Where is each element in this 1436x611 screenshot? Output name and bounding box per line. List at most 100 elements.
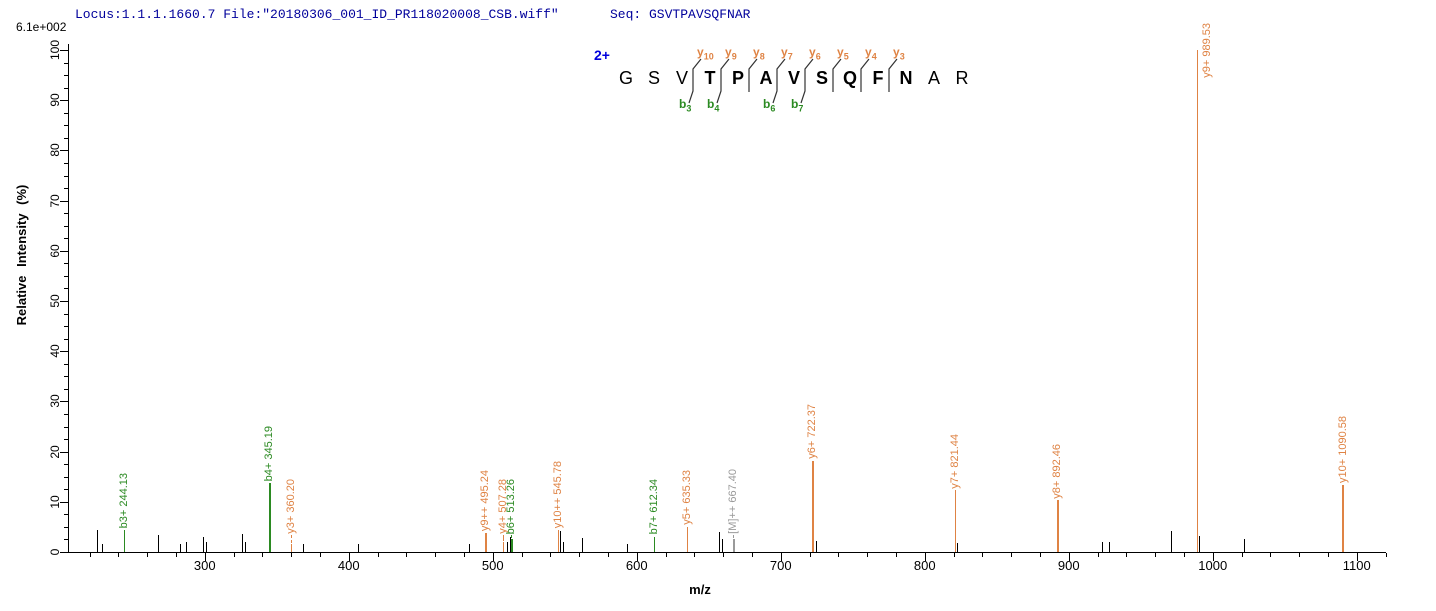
peak-label: b7+ 612.34	[648, 478, 661, 534]
peak	[123, 529, 126, 552]
y-minor-tick	[64, 263, 68, 265]
cleavage-mark	[772, 58, 786, 104]
x-tick-label: 700	[769, 558, 792, 573]
peak	[560, 530, 562, 552]
peak	[511, 539, 513, 552]
b-ion-label-b4: b4	[707, 97, 720, 114]
x-tick-label: 400	[337, 558, 360, 573]
residue-n-11: N	[899, 68, 913, 88]
peak-label: b4+ 345.19	[263, 425, 276, 482]
locus-text: Locus:1.1.1.1660.7	[75, 7, 216, 22]
y-minor-tick	[64, 238, 68, 240]
peak	[733, 539, 735, 552]
x-tick-label: 600	[625, 558, 648, 573]
peak	[502, 541, 505, 552]
peak	[242, 534, 244, 552]
residue-r-13: R	[955, 68, 969, 88]
peak	[686, 526, 689, 552]
y-major-tick	[60, 150, 68, 152]
y-minor-tick	[64, 62, 68, 64]
peak	[816, 540, 818, 552]
peak	[102, 544, 104, 552]
y-ion-label-y10: y10	[697, 45, 714, 62]
residue-v-7: V	[787, 68, 800, 88]
peak	[468, 543, 470, 552]
y-minor-tick	[64, 476, 68, 478]
y-tick-label: 30	[48, 394, 62, 409]
x-minor-tick	[1039, 553, 1041, 557]
peak	[157, 534, 159, 552]
x-minor-tick	[175, 553, 177, 557]
y-minor-tick	[64, 112, 68, 114]
x-tick-label: 300	[193, 558, 216, 573]
peak	[269, 483, 271, 552]
y-ion-label-y5: y5	[837, 45, 849, 62]
y-minor-tick	[64, 213, 68, 215]
y-ion-label-y9: y9	[725, 45, 737, 62]
x-minor-tick	[1126, 553, 1128, 557]
cleavage-mark	[800, 58, 814, 104]
peak-label: [M]++ 667.40	[727, 469, 740, 534]
y-tick-label: 20	[48, 444, 62, 459]
peak-label-leader	[502, 535, 504, 541]
cleavage-mark	[748, 58, 758, 92]
x-major-tick	[204, 553, 206, 561]
y-major-tick	[60, 552, 68, 553]
y-major-tick	[60, 200, 68, 202]
peak	[1196, 50, 1199, 552]
y-major-tick	[60, 351, 68, 353]
x-tick-label: 1000	[1198, 558, 1228, 573]
peak	[1108, 541, 1110, 552]
y-tick-label: 70	[48, 193, 62, 208]
y-minor-tick	[64, 413, 68, 415]
peak	[557, 530, 560, 552]
x-minor-tick	[435, 553, 437, 557]
peak	[302, 544, 304, 552]
y-ion-label-y4: y4	[865, 45, 877, 62]
peak-label: y6+ 722.37	[806, 404, 819, 460]
y-minor-tick	[64, 388, 68, 390]
y-minor-tick	[64, 363, 68, 365]
peak-label: y5+ 635.33	[681, 470, 694, 525]
y-minor-tick	[64, 125, 68, 127]
x-minor-tick	[1097, 553, 1099, 557]
x-minor-tick	[723, 553, 725, 557]
peak-label-leader	[511, 535, 513, 539]
cleavage-mark	[716, 58, 730, 104]
x-minor-tick	[463, 553, 465, 557]
peak	[205, 541, 207, 552]
y-ion-label-y7: y7	[781, 45, 793, 62]
y-minor-tick	[64, 75, 68, 77]
x-minor-tick	[233, 553, 235, 557]
y-tick-label: 80	[48, 143, 62, 158]
peak	[581, 537, 583, 552]
y-minor-tick	[64, 275, 68, 277]
y-major-tick	[60, 501, 68, 503]
cleavage-mark	[832, 58, 842, 92]
x-tick-label: 800	[913, 558, 936, 573]
y-ion-label-y8: y8	[753, 45, 765, 62]
header-sequence: Seq: GSVTPAVSQFNAR	[610, 7, 751, 22]
x-tick-label: 900	[1057, 558, 1080, 573]
peak-label: y7+ 821.44	[949, 433, 962, 489]
x-minor-tick	[1385, 553, 1387, 557]
x-minor-tick	[867, 553, 869, 557]
residue-a-6: A	[759, 68, 773, 88]
x-minor-tick	[406, 553, 408, 557]
x-minor-tick	[1183, 553, 1185, 557]
x-minor-tick	[607, 553, 609, 557]
x-minor-tick	[319, 553, 321, 557]
y-ion-label-y6: y6	[809, 45, 821, 62]
x-minor-tick	[982, 553, 984, 557]
residue-q-9: Q	[842, 68, 857, 88]
y-minor-tick	[64, 464, 68, 466]
x-minor-tick	[291, 553, 293, 557]
cleavage-mark	[888, 58, 898, 92]
peak	[1057, 500, 1059, 552]
y-major-tick	[60, 100, 68, 102]
cleavage-mark	[860, 58, 870, 92]
x-major-tick	[1068, 553, 1070, 561]
residue-a-12: A	[927, 68, 940, 88]
y-minor-tick	[64, 526, 68, 528]
